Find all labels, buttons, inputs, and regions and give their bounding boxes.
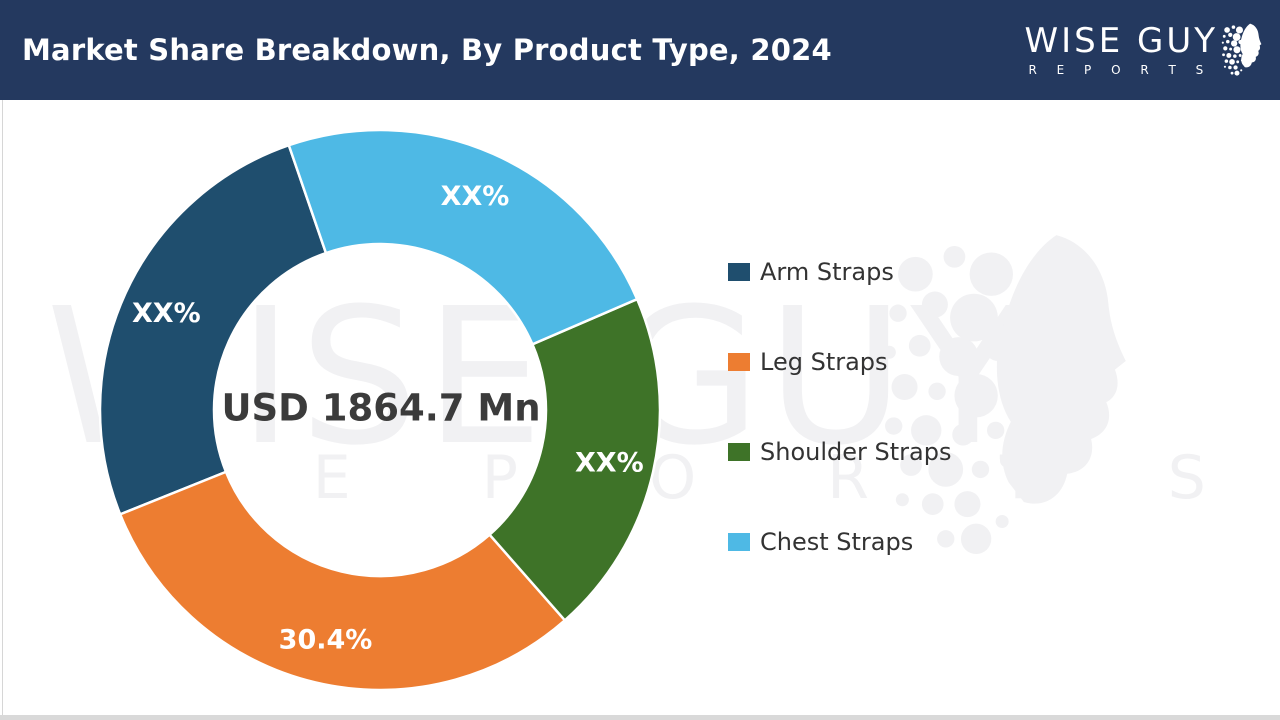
donut-chart: XX% 30.4% XX% XX%	[98, 128, 662, 692]
chart-area: WISE GUY R E P O R T S XX% 30.4% XX% XX% US…	[0, 100, 1280, 720]
slice-shoulder-straps	[487, 297, 662, 623]
legend-swatch	[728, 353, 750, 371]
legend-swatch	[728, 533, 750, 551]
chart-legend: Arm Straps Leg Straps Shoulder Straps Chest…	[728, 257, 951, 617]
legend-item-arm-straps: Arm Straps	[728, 257, 951, 287]
legend-label: Chest Straps	[760, 528, 914, 556]
logo-wordmark: WISE GUY	[1024, 21, 1218, 62]
slice-leg-straps	[118, 470, 567, 692]
logo-subtitle: R E P O R T S	[1028, 62, 1212, 77]
slice-chest-straps	[287, 128, 639, 346]
left-edge-line	[2, 100, 3, 715]
slice-value-label: XX%	[575, 447, 644, 478]
slice-arm-straps	[98, 143, 328, 516]
legend-label: Shoulder Straps	[760, 438, 952, 466]
slice-value-label: XX%	[132, 298, 201, 329]
legend-label: Arm Straps	[760, 258, 894, 286]
logo-face-icon	[1220, 22, 1266, 79]
slice-value-label: 30.4%	[279, 624, 373, 655]
legend-item-shoulder-straps: Shoulder Straps	[728, 437, 951, 467]
legend-label: Leg Straps	[760, 348, 888, 376]
center-value-label: USD 1864.7 Mn	[221, 386, 541, 430]
legend-swatch	[728, 443, 750, 461]
legend-item-leg-straps: Leg Straps	[728, 347, 951, 377]
legend-item-chest-straps: Chest Straps	[728, 527, 951, 557]
legend-swatch	[728, 263, 750, 281]
slice-value-label: XX%	[441, 181, 510, 212]
wise-guy-reports-logo: WISE GUY R E P O R T S	[1024, 8, 1266, 92]
page-title: Market Share Breakdown, By Product Type,…	[22, 33, 832, 67]
header-bar: Market Share Breakdown, By Product Type,…	[0, 0, 1280, 100]
footer-bar	[0, 715, 1280, 720]
